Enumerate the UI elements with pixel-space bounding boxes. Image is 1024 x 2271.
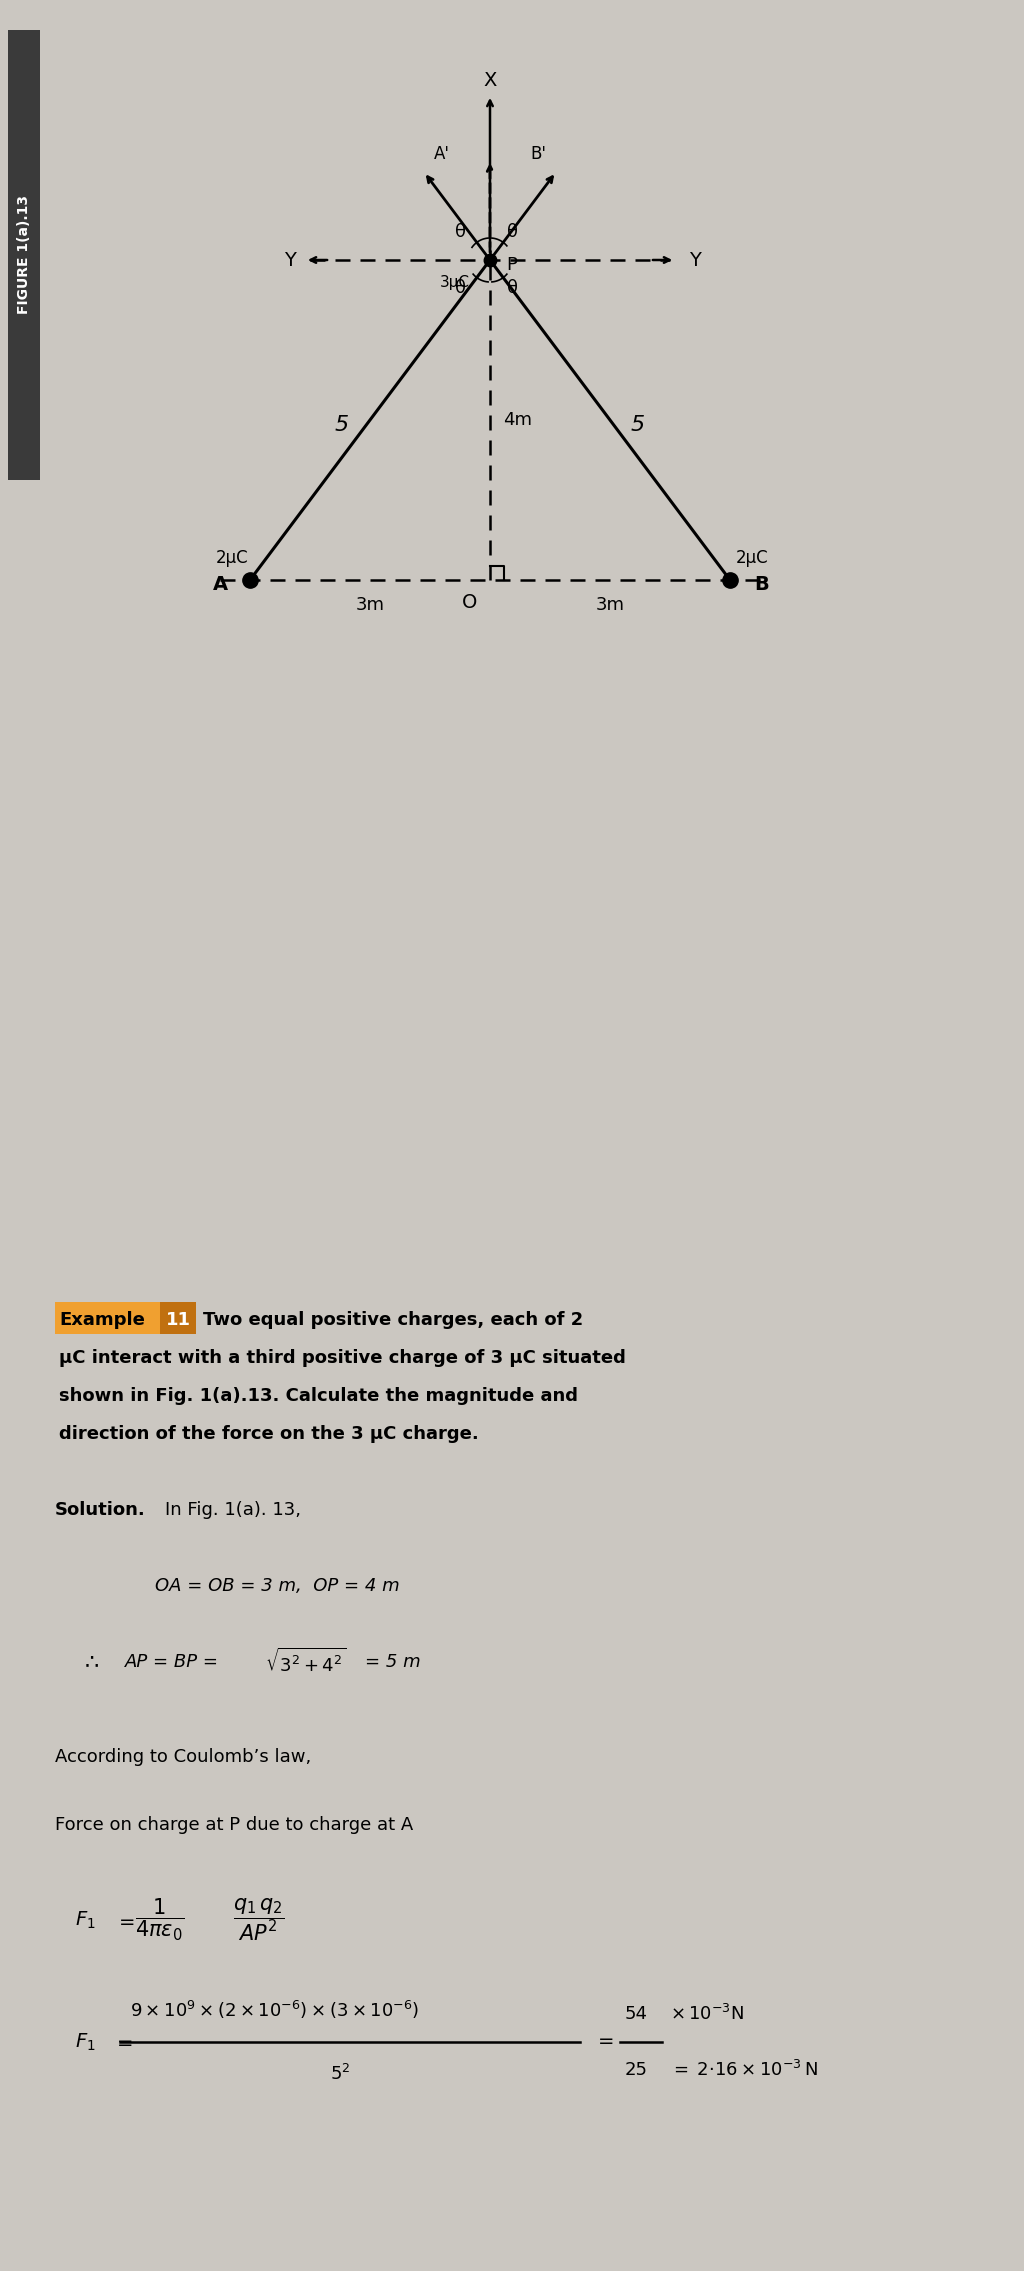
Text: Two equal positive charges, each of 2: Two equal positive charges, each of 2 xyxy=(203,1310,584,1329)
Text: 2μC: 2μC xyxy=(735,550,768,568)
Text: Y: Y xyxy=(689,250,701,270)
Text: θ: θ xyxy=(507,279,517,298)
Text: According to Coulomb’s law,: According to Coulomb’s law, xyxy=(55,1749,311,1767)
Text: A': A' xyxy=(434,145,450,164)
Text: $\dfrac{1}{4\pi\epsilon_0}$: $\dfrac{1}{4\pi\epsilon_0}$ xyxy=(135,1896,184,1944)
Text: 54: 54 xyxy=(625,2005,648,2023)
Text: O: O xyxy=(462,593,477,611)
Text: $=$: $=$ xyxy=(113,2033,133,2051)
Text: OA = OB = 3 m,  OP = 4 m: OA = OB = 3 m, OP = 4 m xyxy=(155,1576,399,1594)
Text: $9\times10^9\times(2\times10^{-6})\times(3\times10^{-6})$: $9\times10^9\times(2\times10^{-6})\times… xyxy=(130,1998,419,2021)
Text: direction of the force on the 3 μC charge.: direction of the force on the 3 μC charg… xyxy=(59,1424,479,1442)
Text: 3m: 3m xyxy=(596,595,625,613)
Text: $\times\,10^{-3}$N: $\times\,10^{-3}$N xyxy=(670,2003,743,2023)
Text: Solution.: Solution. xyxy=(55,1501,145,1519)
Bar xyxy=(160,1301,196,1333)
Text: $F_1$: $F_1$ xyxy=(75,1910,95,1930)
Text: 3μC: 3μC xyxy=(440,275,470,288)
Text: FIGURE 1(a).13: FIGURE 1(a).13 xyxy=(17,195,31,313)
Text: 25: 25 xyxy=(625,2062,648,2078)
Text: μC interact with a third positive charge of 3 μC situated: μC interact with a third positive charge… xyxy=(59,1349,626,1367)
Text: Example: Example xyxy=(59,1310,144,1329)
Text: = 5 m: = 5 m xyxy=(365,1653,421,1671)
Text: =: = xyxy=(598,2033,614,2051)
Text: In Fig. 1(a). 13,: In Fig. 1(a). 13, xyxy=(165,1501,301,1519)
Text: Y: Y xyxy=(284,250,296,270)
Text: B': B' xyxy=(530,145,546,164)
Text: 2μC: 2μC xyxy=(216,550,248,568)
Text: θ: θ xyxy=(455,223,466,241)
Text: shown in Fig. 1(a).13. Calculate the magnitude and: shown in Fig. 1(a).13. Calculate the mag… xyxy=(59,1388,578,1406)
Text: P: P xyxy=(507,257,517,275)
Text: $=\;2{\cdot}16\times10^{-3}\,$N: $=\;2{\cdot}16\times10^{-3}\,$N xyxy=(670,2060,818,2080)
Text: X: X xyxy=(483,70,497,89)
Bar xyxy=(8,30,40,479)
Text: 5: 5 xyxy=(335,416,349,436)
Text: $F_1$: $F_1$ xyxy=(75,2030,95,2053)
Text: Force on charge at P due to charge at A: Force on charge at P due to charge at A xyxy=(55,1817,414,1835)
Text: ∴: ∴ xyxy=(85,1651,99,1671)
Text: 5: 5 xyxy=(631,416,645,436)
Text: $\dfrac{q_1\,q_2}{AP^2}$: $\dfrac{q_1\,q_2}{AP^2}$ xyxy=(233,1896,285,1944)
Text: 4m: 4m xyxy=(504,411,532,429)
Text: $\sqrt{3^2+4^2}$: $\sqrt{3^2+4^2}$ xyxy=(265,1649,346,1676)
Text: B: B xyxy=(755,575,769,595)
Text: $=$: $=$ xyxy=(115,1910,135,1930)
Text: 3m: 3m xyxy=(355,595,384,613)
Text: A: A xyxy=(212,575,227,595)
Bar xyxy=(55,1301,160,1333)
Text: θ: θ xyxy=(455,279,466,298)
Text: θ: θ xyxy=(507,223,517,241)
Text: 11: 11 xyxy=(166,1310,190,1329)
Text: $5^2$: $5^2$ xyxy=(330,2064,350,2085)
Text: AP = BP =: AP = BP = xyxy=(125,1653,224,1671)
